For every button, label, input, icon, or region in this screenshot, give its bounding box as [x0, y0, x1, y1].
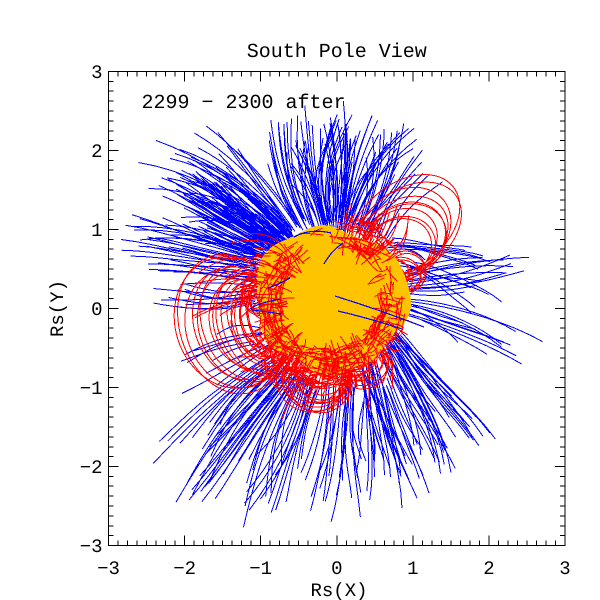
svg-text:3: 3 [91, 62, 102, 84]
svg-text:2: 2 [91, 141, 102, 163]
svg-text:South Pole View: South Pole View [247, 41, 427, 64]
svg-text:−2: −2 [173, 558, 196, 580]
svg-text:2299 − 2300 after: 2299 − 2300 after [142, 92, 346, 115]
svg-text:−3: −3 [80, 536, 103, 558]
svg-text:Rs(Y): Rs(Y) [47, 280, 69, 337]
svg-text:Rs(X): Rs(X) [310, 580, 367, 600]
svg-text:0: 0 [331, 558, 342, 580]
svg-text:1: 1 [407, 558, 418, 580]
svg-text:−1: −1 [80, 378, 103, 400]
svg-text:−3: −3 [97, 558, 120, 580]
svg-text:−2: −2 [80, 457, 103, 479]
svg-text:3: 3 [559, 558, 570, 580]
svg-text:1: 1 [91, 220, 102, 242]
svg-text:2: 2 [483, 558, 494, 580]
svg-text:−1: −1 [249, 558, 272, 580]
svg-text:0: 0 [91, 299, 102, 321]
